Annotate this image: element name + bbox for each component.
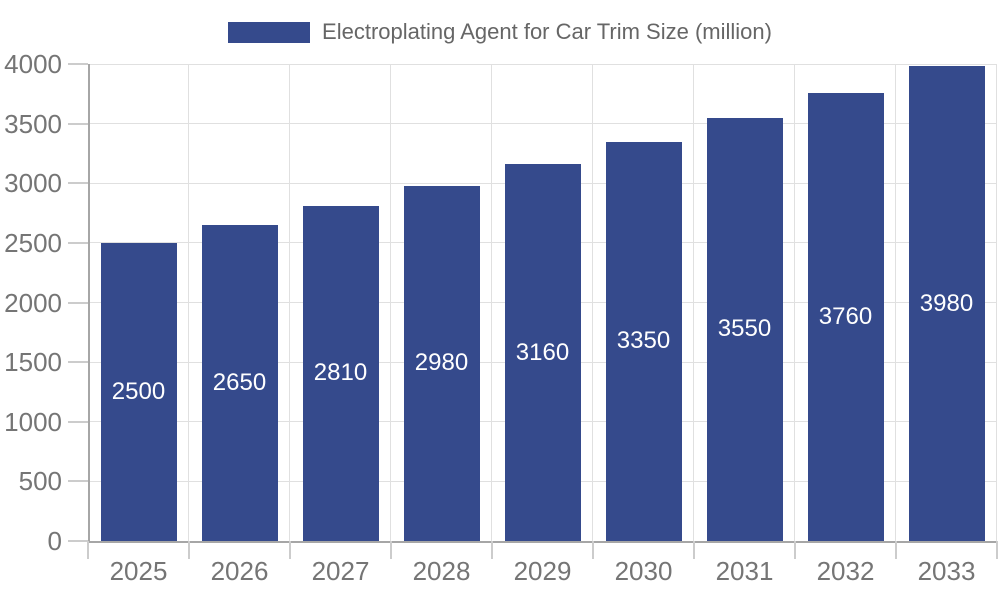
x-axis-tick-label: 2025 <box>109 556 168 586</box>
bar-value-label: 2650 <box>212 368 267 396</box>
bar-value-label: 3550 <box>717 315 772 343</box>
x-axis-tick-label: 2028 <box>412 556 471 586</box>
v-gridline <box>794 64 795 541</box>
y-axis-tick-label: 0 <box>47 526 62 556</box>
x-tick <box>188 541 190 559</box>
y-axis-tick-label: 1000 <box>4 406 62 437</box>
bar-value-label: 2980 <box>414 349 469 377</box>
v-gridline <box>188 64 189 541</box>
v-gridline <box>491 64 492 541</box>
y-tick <box>68 122 88 125</box>
y-axis-tick-label: 3500 <box>4 108 62 139</box>
v-gridline <box>693 64 694 541</box>
y-axis-tick-label: 2000 <box>4 287 62 318</box>
x-tick <box>592 541 594 559</box>
x-axis-tick-label: 2030 <box>614 556 673 586</box>
x-axis-tick-label: 2029 <box>513 556 572 586</box>
y-tick <box>68 540 88 542</box>
y-axis-tick-label: 4000 <box>4 49 62 79</box>
h-gridline <box>88 123 997 125</box>
y-axis-tick-label: 3000 <box>4 168 62 199</box>
x-axis-line <box>88 541 997 543</box>
y-tick <box>68 182 88 185</box>
h-gridline <box>88 63 997 65</box>
y-tick <box>68 63 88 65</box>
bar: 2980 <box>403 185 480 541</box>
bar: 3980 <box>908 66 985 541</box>
v-gridline <box>895 64 896 541</box>
bar-value-label: 3760 <box>818 302 873 330</box>
bar: 2500 <box>100 242 177 541</box>
y-tick <box>68 361 88 364</box>
x-tick <box>693 541 695 559</box>
x-axis-tick-label: 2033 <box>917 556 976 586</box>
bar-value-label: 2810 <box>313 359 368 387</box>
bar: 3350 <box>605 141 682 541</box>
bar: 3550 <box>706 117 783 541</box>
x-tick <box>794 541 796 559</box>
bar: 2810 <box>302 205 379 541</box>
x-tick <box>895 541 897 559</box>
x-axis-tick-label: 2031 <box>715 556 774 586</box>
bar: 3760 <box>807 92 884 541</box>
y-axis-tick-label: 2500 <box>4 227 62 258</box>
y-axis-tick-label: 500 <box>18 466 62 497</box>
bar: 3160 <box>504 164 581 541</box>
bar: 2650 <box>201 224 278 541</box>
x-tick <box>87 541 89 559</box>
y-tick <box>68 420 88 423</box>
y-tick <box>68 241 88 244</box>
bar-value-label: 3160 <box>515 338 570 366</box>
bar-value-label: 3980 <box>919 289 974 317</box>
x-tick <box>491 541 493 559</box>
x-tick <box>289 541 291 559</box>
x-axis-tick-label: 2026 <box>210 556 269 586</box>
plot-area: 2500 2650 2810 2980 3160 3350 3550 3760 3980 <box>88 63 997 543</box>
x-axis-tick-label: 2027 <box>311 556 370 586</box>
v-gridline <box>289 64 290 541</box>
legend-label: Electroplating Agent for Car Trim Size (… <box>322 19 772 44</box>
y-axis-tick-label: 1500 <box>4 347 62 378</box>
v-gridline <box>996 64 997 541</box>
v-gridline <box>592 64 593 541</box>
legend-swatch <box>228 21 311 43</box>
legend[interactable]: Electroplating Agent for Car Trim Size (… <box>0 16 1000 48</box>
bar-value-label: 3350 <box>616 327 671 355</box>
x-tick <box>996 541 998 559</box>
v-gridline <box>390 64 391 541</box>
x-axis-tick-label: 2032 <box>816 556 875 586</box>
bar-value-label: 2500 <box>111 377 166 405</box>
y-tick <box>68 480 88 483</box>
y-tick <box>68 301 88 304</box>
y-axis-line <box>88 64 90 541</box>
x-tick <box>390 541 392 559</box>
